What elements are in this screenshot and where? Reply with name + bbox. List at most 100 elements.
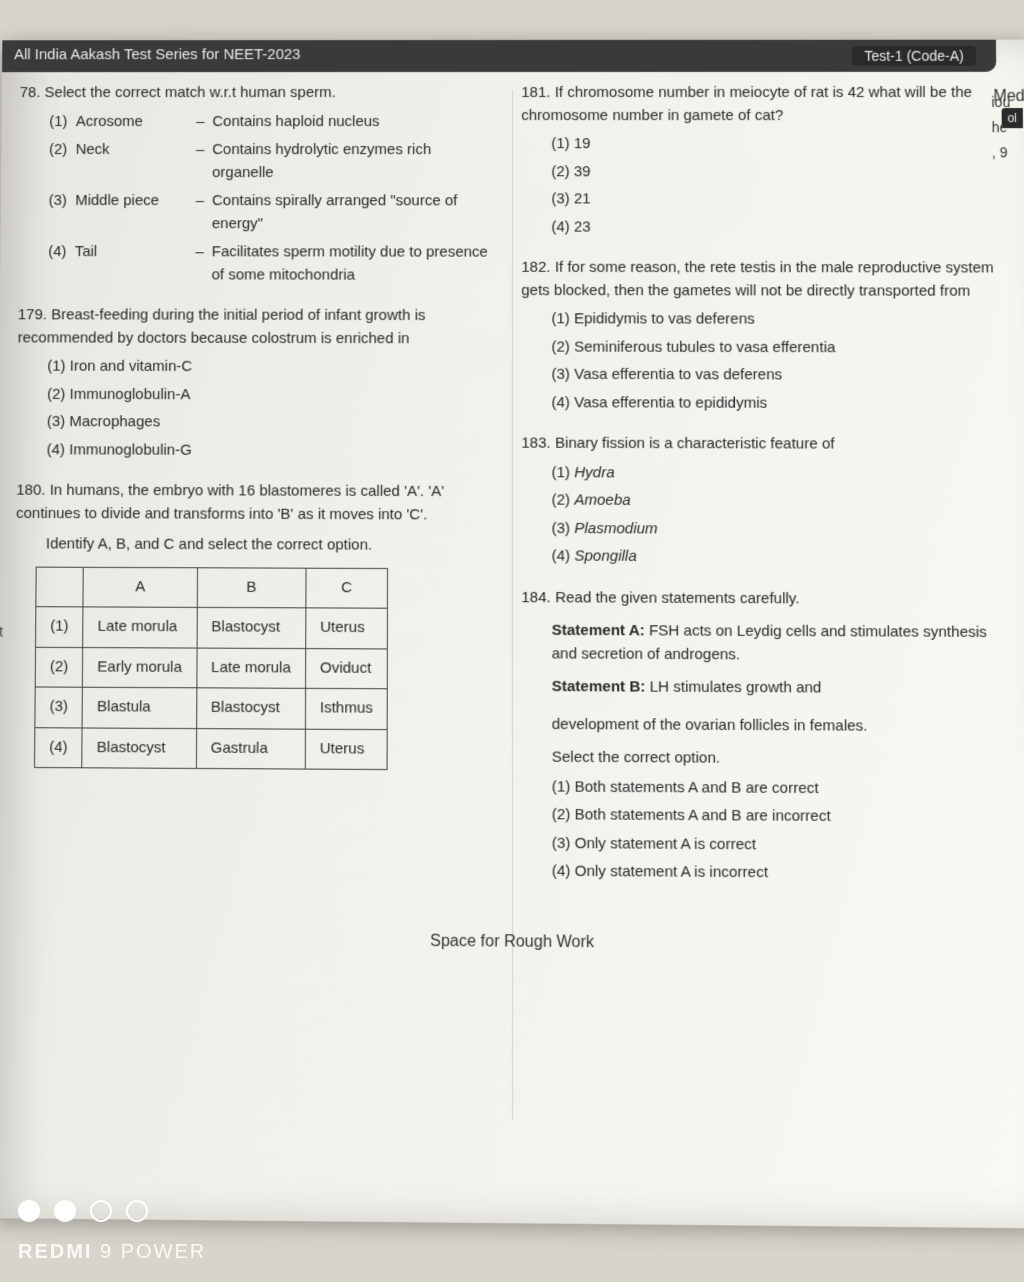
table-cell: Early morula: [83, 647, 197, 688]
q-num: 78.: [20, 84, 41, 101]
option: (3) Vasa efferentia to vas deferens: [551, 364, 999, 388]
q-text: Binary fission is a characteristic featu…: [555, 435, 835, 453]
table-header: B: [197, 567, 306, 608]
camera-nav-dots: [18, 1200, 148, 1222]
match-label: (1) Acrosome: [49, 111, 188, 133]
option: (1) Epididymis to vas deferens: [551, 308, 999, 332]
left-column: 78. Select the correct match w.r.t human…: [13, 82, 491, 902]
option: (1) 19: [551, 133, 997, 156]
match-row: (4) Tail–Facilitates sperm motility due …: [48, 241, 491, 287]
table-cell: Late morula: [196, 648, 305, 689]
q178: 78. Select the correct match w.r.t human…: [18, 82, 491, 287]
q-num: 182.: [521, 259, 550, 276]
statement-b: Statement B: LH stimulates growth and: [552, 676, 1002, 701]
model: 9 POWER: [92, 1241, 206, 1263]
table-cell: Gastrula: [196, 728, 305, 769]
option: (2) 39: [551, 161, 997, 184]
q-text: If for some reason, the rete testis in t…: [521, 259, 993, 300]
option: (3) Plasmodium: [552, 517, 1001, 542]
table-cell: (4): [35, 727, 83, 768]
table-cell: Late morula: [83, 607, 197, 648]
series-title: All India Aakash Test Series for NEET-20…: [14, 46, 852, 66]
q179: 179. Breast-feeding during the initial p…: [17, 304, 492, 463]
table-cell: Uterus: [305, 729, 387, 770]
table-header: [36, 567, 84, 607]
table-row: (2)Early morulaLate morulaOviduct: [35, 647, 387, 689]
q180: 180. In humans, the embryo with 16 blast…: [14, 479, 491, 770]
table-cell: Isthmus: [305, 688, 387, 729]
column-divider: [512, 90, 513, 1119]
q-text: Select the correct match w.r.t human spe…: [45, 84, 336, 101]
table-cell: Oviduct: [305, 648, 387, 689]
dash: –: [188, 139, 212, 184]
table-cell: Blastocyst: [82, 727, 196, 768]
match-desc: Contains spirally arranged "source of en…: [212, 190, 491, 235]
dot-outline-icon[interactable]: [126, 1200, 148, 1222]
option: (2) Immunoglobulin-A: [47, 383, 491, 407]
table-header: C: [306, 568, 388, 609]
option: (3) Only statement A is correct: [552, 832, 1004, 858]
option: (1) Iron and vitamin-C: [47, 356, 491, 380]
table-header: A: [83, 567, 197, 608]
q-num: 183.: [521, 434, 550, 451]
match-desc: Contains hydrolytic enzymes rich organel…: [212, 139, 491, 184]
dot-outline-icon[interactable]: [90, 1200, 112, 1222]
option: (2) Both statements A and B are incorrec…: [552, 804, 1003, 830]
q-text: If chromosome number in meiocyte of rat …: [521, 84, 972, 124]
q182: 182. If for some reason, the rete testis…: [521, 257, 999, 416]
st-b-label: Statement B:: [552, 678, 646, 696]
q180-table: ABC (1)Late morulaBlastocystUterus(2)Ear…: [34, 566, 388, 770]
dot-filled-icon[interactable]: [18, 1200, 40, 1222]
device-watermark: REDMI 9 POWER: [18, 1241, 206, 1264]
option: (2) Amoeba: [552, 489, 1001, 513]
table-cell: Blastocyst: [196, 688, 305, 729]
option: (1) Both statements A and B are correct: [552, 776, 1003, 802]
match-row: (2) Neck–Contains hydrolytic enzymes ric…: [49, 139, 491, 184]
q-text: Breast-feeding during the initial period…: [18, 306, 426, 346]
q-num: 181.: [521, 84, 550, 101]
q183: 183. Binary fission is a characteristic …: [521, 432, 1001, 569]
match-desc: Facilitates sperm motility due to presen…: [212, 241, 492, 287]
option: (4) 23: [551, 216, 998, 239]
content-area: 78. Select the correct match w.r.t human…: [0, 72, 1024, 906]
header-bar: All India Aakash Test Series for NEET-20…: [2, 40, 996, 72]
st-a-label: Statement A:: [552, 622, 645, 640]
match-row: (3) Middle piece–Contains spirally arran…: [48, 190, 491, 236]
option: (4) Vasa efferentia to epididymis: [552, 392, 1000, 416]
table-cell: (1): [36, 607, 84, 647]
match-desc: Contains haploid nucleus: [212, 111, 491, 134]
q-text: Read the given statements carefully.: [555, 589, 800, 607]
option: (4) Only statement A is incorrect: [552, 860, 1004, 886]
st-b-cont: development of the ovarian follicles in …: [552, 713, 1003, 738]
table-cell: Uterus: [305, 608, 387, 649]
q-num: 184.: [521, 588, 551, 605]
table-cell: Blastocyst: [197, 607, 306, 648]
table-cell: (2): [35, 647, 83, 687]
dash: –: [188, 111, 212, 133]
identify-line: Identify A, B, and C and select the corr…: [46, 533, 491, 558]
test-code: Test-1 (Code-A): [852, 46, 976, 66]
statement-a: Statement A: FSH acts on Leydig cells an…: [552, 620, 1002, 668]
table-row: (3)BlastulaBlastocystIsthmus: [35, 687, 388, 729]
table-row: (4)BlastocystGastrulaUterus: [35, 727, 388, 769]
select-line: Select the correct option.: [552, 746, 1003, 772]
st-b-text: LH stimulates growth and: [645, 678, 821, 696]
option: (3) Macrophages: [47, 411, 491, 435]
q-num: 180.: [16, 482, 45, 499]
match-row: (1) Acrosome–Contains haploid nucleus: [49, 111, 491, 134]
match-label: (2) Neck: [49, 139, 189, 184]
q-num: 179.: [18, 306, 47, 323]
option: (2) Seminiferous tubules to vasa efferen…: [551, 336, 999, 360]
option: (3) 21: [551, 188, 998, 211]
q-text: In humans, the embryo with 16 blastomere…: [16, 482, 444, 523]
option: (1) Hydra: [552, 461, 1001, 485]
dot-filled-icon[interactable]: [54, 1200, 76, 1222]
dash: –: [188, 241, 212, 286]
dash: –: [188, 190, 212, 235]
right-column: 181. If chromosome number in meiocyte of…: [521, 82, 1004, 905]
q184: 184. Read the given statements carefully…: [521, 586, 1003, 886]
option: (4) Spongilla: [552, 545, 1001, 570]
q181: 181. If chromosome number in meiocyte of…: [521, 82, 998, 239]
match-label: (4) Tail: [48, 241, 188, 286]
brand: REDMI: [18, 1241, 92, 1263]
